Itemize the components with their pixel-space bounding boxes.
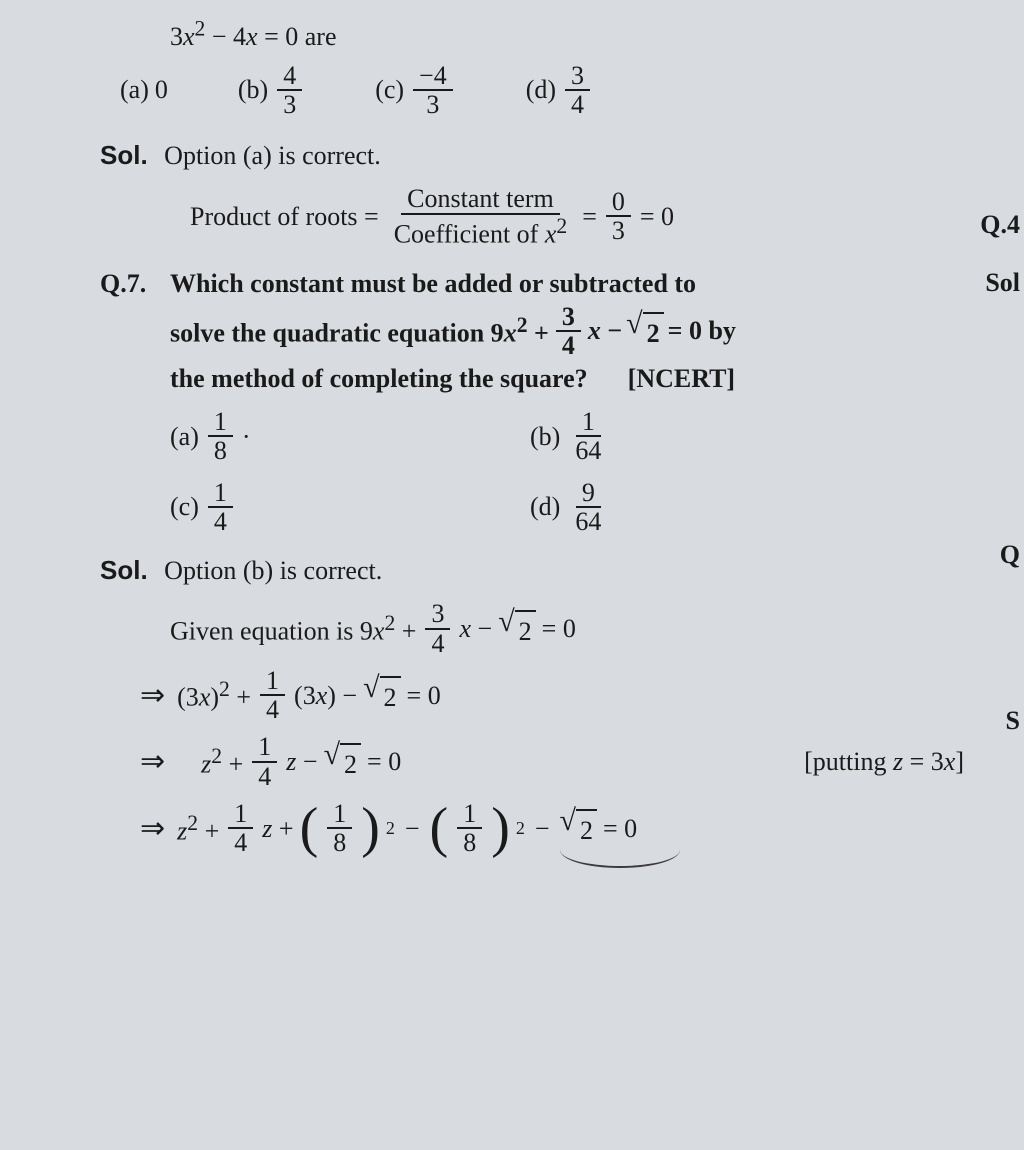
- q6-product-lhs: Product of roots =: [190, 197, 379, 236]
- q6-sol-text: Option (a) is correct.: [164, 141, 381, 170]
- sol-label: Sol.: [100, 140, 148, 170]
- q7-options: (a) 18 · (b) 164 (c) 14 (d) 964: [170, 408, 994, 535]
- sqrt-icon: √2: [560, 806, 597, 850]
- q7-opt-d: (d) 964: [530, 479, 890, 536]
- implies-icon: ⇒: [140, 673, 165, 718]
- q7-step2: ⇒ z2 + 14 z − √2 = 0 [putting z = 3x]: [140, 733, 994, 790]
- q6-opt-a: (a) 0: [120, 70, 168, 109]
- q6-product-frac2: 0 3: [606, 188, 631, 245]
- q7-line3: the method of completing the square?: [170, 359, 588, 398]
- q7-sol: Sol. Option (b) is correct.: [100, 551, 994, 590]
- q6-sol: Sol. Option (a) is correct.: [100, 136, 994, 175]
- q7-line1: Which constant must be added or subtract…: [170, 264, 994, 303]
- q7-opt-c: (c) 14: [170, 479, 530, 536]
- edge-sol: Sol: [985, 268, 1020, 298]
- q6-opt-c-frac: −4 3: [413, 62, 453, 119]
- q6-opt-d: (d) 3 4: [526, 62, 593, 119]
- q7-label: Q.7.: [100, 264, 160, 399]
- q7: Q.7. Which constant must be added or sub…: [100, 264, 994, 399]
- q7-text: Which constant must be added or subtract…: [170, 264, 994, 399]
- ncert-tag: [NCERT]: [628, 359, 735, 398]
- q7-opt-a: (a) 18 ·: [170, 408, 530, 465]
- sol-label: Sol.: [100, 555, 148, 585]
- q6-equation: 3x2 − 4x = 0 are: [170, 12, 994, 56]
- implies-icon: ⇒: [140, 806, 165, 851]
- edge-s: S: [1006, 706, 1020, 736]
- q6-opt-c-label: (c): [375, 70, 404, 109]
- q6-eq-text: 3x2 − 4x = 0 are: [170, 22, 337, 51]
- implies-icon: ⇒: [140, 739, 165, 784]
- edge-q: Q: [1000, 540, 1020, 570]
- q7-opt-b: (b) 164: [530, 408, 890, 465]
- q6-opt-d-frac: 3 4: [565, 62, 590, 119]
- q6-opt-b-label: (b): [238, 70, 268, 109]
- q6-opt-d-label: (d): [526, 70, 556, 109]
- sqrt-icon: √2: [498, 607, 535, 651]
- q7-line2-frac: 3 4: [556, 303, 581, 360]
- q7-step1: ⇒ (3x)2 + 14 (3x) − √2 = 0: [140, 667, 994, 724]
- q6-product-tail: = 0: [640, 197, 674, 236]
- q7-given: Given equation is 9x2 + 34 x − √2 = 0: [170, 600, 994, 657]
- q6-options: (a) 0 (b) 4 3 (c) −4 3 (d) 3 4: [120, 62, 994, 119]
- edge-q4: Q.4: [980, 210, 1020, 240]
- q6-opt-b-frac: 4 3: [277, 62, 302, 119]
- q7-step2-note: [putting z = 3x]: [804, 742, 964, 781]
- sqrt-icon: √2: [626, 309, 663, 353]
- q6-product-frac1: Constant term Coefficient of x2: [388, 185, 574, 247]
- q7-sol-text: Option (b) is correct.: [164, 556, 382, 585]
- q6-product: Product of roots = Constant term Coeffic…: [190, 185, 994, 247]
- q6-opt-a-label: (a): [120, 70, 149, 109]
- q6-opt-a-value: 0: [155, 70, 168, 109]
- q6-opt-c: (c) −4 3: [375, 62, 456, 119]
- q7-line3-row: the method of completing the square? [NC…: [170, 359, 994, 398]
- q6-opt-b: (b) 4 3: [238, 62, 305, 119]
- sqrt-icon: √2: [363, 673, 400, 717]
- sqrt-icon: √2: [324, 740, 361, 784]
- q7-line2: solve the quadratic equation 9x2 + 3 4 x…: [170, 303, 994, 360]
